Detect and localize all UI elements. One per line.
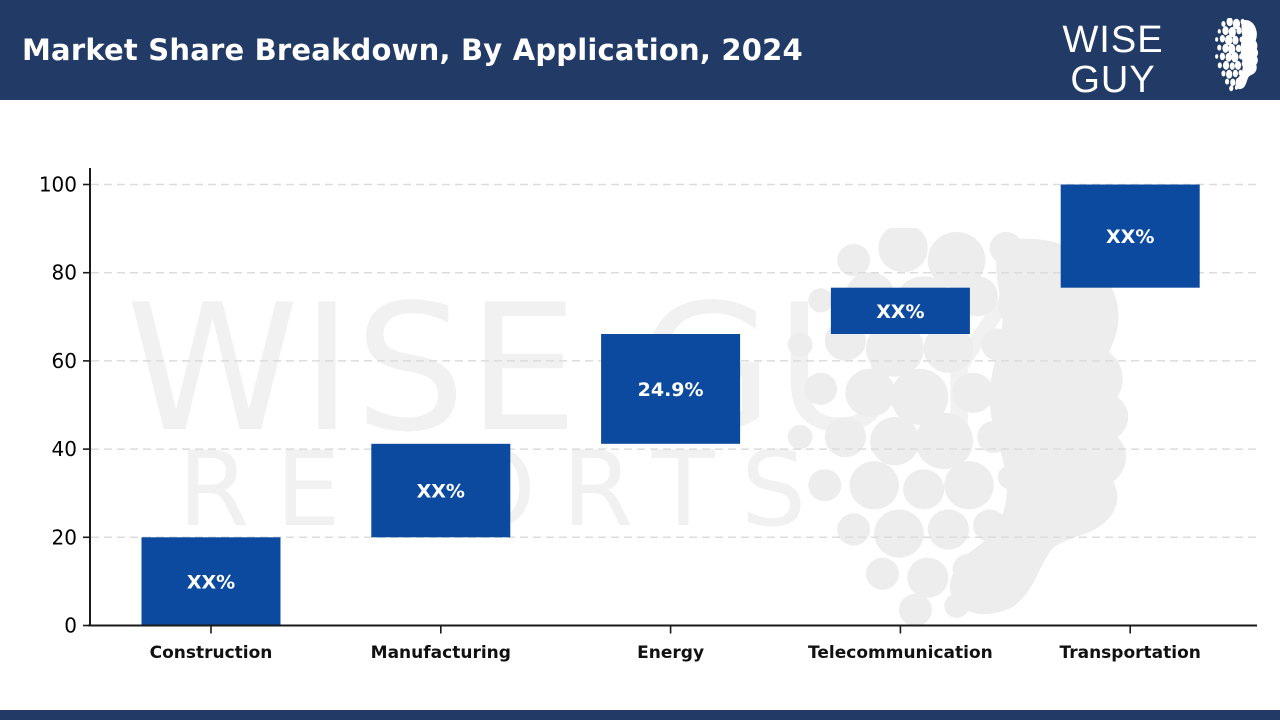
- face-dot: [1229, 62, 1235, 70]
- face-dot: [1222, 60, 1230, 70]
- face-dot: [1228, 43, 1236, 55]
- face-dot: [1219, 52, 1225, 61]
- face-dot: [1225, 35, 1233, 46]
- wise-guy-logo: WISE GUY REPORTS: [1014, 8, 1264, 118]
- face-dot: [1225, 52, 1232, 62]
- face-dot: [1236, 26, 1242, 35]
- bar-manufacturing: [371, 443, 511, 538]
- ytick-label-80: 80: [52, 261, 77, 285]
- face-dot: [1234, 60, 1242, 70]
- face-dot: [1215, 54, 1219, 59]
- face-dot: [1225, 78, 1230, 85]
- face-dot: [1222, 43, 1229, 53]
- face-profile: [1235, 19, 1259, 90]
- face-dot: [1231, 52, 1239, 63]
- face-dot: [1232, 35, 1239, 45]
- bar-value-label-construction: XX%: [187, 571, 235, 593]
- face-dot: [1232, 18, 1241, 30]
- ytick-label-40: 40: [52, 437, 77, 461]
- wise-guy-face-icon: [1215, 18, 1259, 92]
- ytick-label-100: 100: [39, 173, 77, 197]
- ytick-label-0: 0: [64, 614, 77, 638]
- face-dot: [1228, 26, 1236, 38]
- category-label-telecommunication: Telecommunication: [808, 643, 993, 663]
- face-dot: [1219, 35, 1225, 43]
- footer-bar: [0, 710, 1280, 720]
- bar-value-label-transportation: XX%: [1106, 226, 1154, 248]
- category-label-transportation: Transportation: [1060, 643, 1201, 663]
- face-dot: [1221, 70, 1226, 77]
- page-title: Market Share Breakdown, By Application, …: [22, 33, 803, 67]
- face-dot: [1217, 44, 1222, 51]
- header-bar: Market Share Breakdown, By Application, …: [0, 0, 1280, 118]
- logo-wordmark: WISE GUY REPORTS: [1014, 20, 1212, 118]
- face-dot: [1229, 85, 1234, 92]
- ytick-label-20: 20: [52, 525, 77, 549]
- face-dot: [1215, 37, 1219, 42]
- face-dot: [1226, 18, 1233, 27]
- category-label-construction: Construction: [150, 643, 273, 663]
- bar-construction: [141, 537, 281, 626]
- bar-value-label-energy: 24.9%: [638, 379, 704, 401]
- logo-wordmark-line2: REPORTS: [1054, 103, 1180, 118]
- face-dot: [1230, 78, 1236, 87]
- category-label-manufacturing: Manufacturing: [371, 643, 511, 663]
- face-dot: [1235, 44, 1242, 53]
- face-dot: [1226, 69, 1233, 79]
- face-dot: [1222, 26, 1229, 36]
- bar-value-label-telecommunication: XX%: [876, 301, 924, 323]
- logo-wordmark-line1: WISE GUY: [1062, 19, 1164, 101]
- face-dot: [1221, 20, 1226, 27]
- face-dot: [1217, 29, 1221, 34]
- face-dot: [1232, 69, 1238, 78]
- bar-value-label-manufacturing: XX%: [417, 481, 465, 503]
- face-dot: [1217, 62, 1222, 69]
- ytick-label-60: 60: [52, 349, 77, 373]
- bar-energy: [601, 333, 741, 444]
- category-label-energy: Energy: [637, 643, 704, 663]
